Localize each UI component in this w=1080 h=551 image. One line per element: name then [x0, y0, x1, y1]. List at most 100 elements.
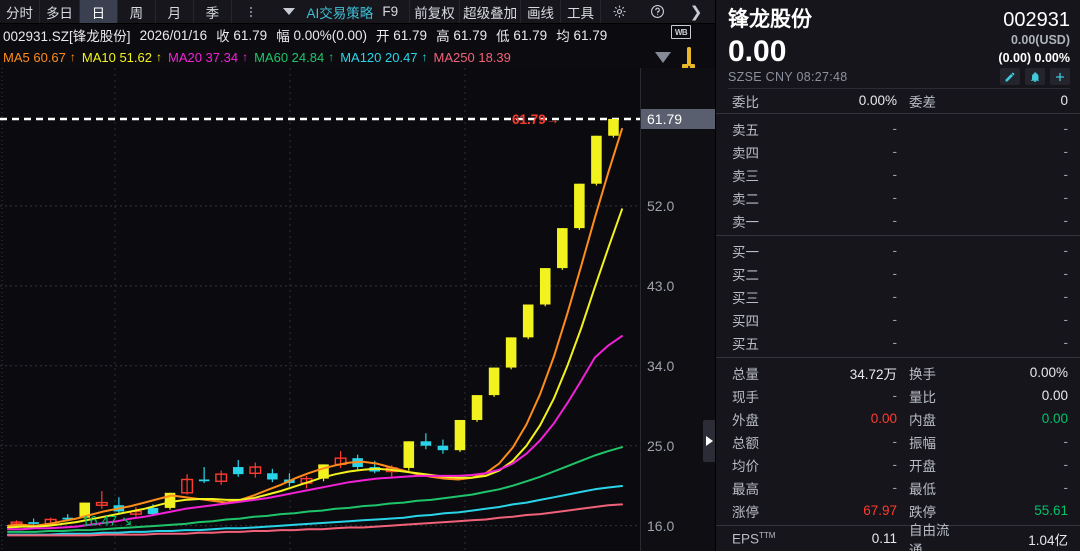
stat-row: 现手 - 量比 0.00 — [716, 384, 1080, 407]
info-open: 61.79 — [393, 27, 428, 43]
quote-header: 锋龙股份 002931 0.00 0.00(USD) (0.00) 0.00% … — [716, 0, 1080, 89]
ask-level-label: 卖四 — [732, 145, 759, 161]
ma-legend-item-ma60: MA60 24.84 — [254, 49, 325, 65]
stat-value: - — [892, 457, 898, 472]
price-marker-label-high: 61.79→ — [512, 112, 559, 127]
stat-row: 总额 - 振幅 - — [716, 430, 1080, 453]
bid-level-row: 买一 - - — [716, 239, 1080, 262]
tab-tools[interactable]: 工具 — [561, 0, 601, 23]
float-label: 自由流通 — [909, 522, 950, 551]
tab-monthly[interactable]: 月 — [156, 0, 194, 23]
footer-row: EPSTTM 0.11 自由流通 1.04亿 — [716, 523, 1080, 551]
ai-strategy-button[interactable]: AI交易策略 — [306, 5, 374, 21]
ask-level-label: 卖三 — [732, 168, 759, 184]
kline-chart[interactable]: 61.79→ 16.47 ↘ 16.0 25.0 34.0 43.0 52.0 61.79 — [0, 68, 715, 551]
bid-level-value2: - — [1063, 312, 1069, 327]
triangle-down-icon[interactable] — [655, 52, 671, 63]
pencil-icon[interactable] — [1000, 68, 1020, 85]
stat-row: 总量 34.72万 换手 0.00% — [716, 361, 1080, 384]
ma-line-ma250 — [7, 503, 623, 537]
stat-label: 总额 — [732, 435, 759, 451]
tab-weekly[interactable]: 周 — [118, 0, 156, 23]
bid-level-value2: - — [1063, 335, 1069, 350]
ask-level-row: 卖一 - - — [716, 209, 1080, 232]
stat-row: 最高 - 最低 - — [716, 476, 1080, 499]
eps-label: EPSTTM — [732, 530, 776, 547]
candle-body-limit-up — [505, 337, 517, 368]
stat-label: 最高 — [732, 481, 759, 497]
stat-value: 0.00 — [870, 411, 897, 426]
ask-level-value: - — [892, 144, 898, 159]
candle-body-limit-up — [454, 419, 466, 451]
stat-label2: 开盘 — [909, 458, 936, 474]
wb-monitor-icon[interactable]: WB — [671, 25, 693, 43]
candle-body-limit-up — [403, 441, 415, 468]
tab-overlay[interactable]: 超级叠加 — [460, 0, 522, 23]
stat-value: - — [892, 480, 898, 495]
gear-icon[interactable] — [601, 0, 639, 23]
candle-body-limit-up — [557, 228, 568, 269]
tab-daily[interactable]: 日 — [79, 0, 118, 23]
expand-panel-triangle-icon[interactable] — [703, 420, 715, 462]
ma-legend: MA5 60.67 ↑ MA10 51.62 ↑ MA20 37.34 ↑ MA60 24.… — [0, 46, 715, 73]
quote-panel: 锋龙股份 002931 0.00 0.00(USD) (0.00) 0.00% … — [715, 0, 1080, 551]
lock-icon[interactable] — [682, 47, 697, 73]
ma-legend-item-ma250: MA250 18.39 — [433, 49, 511, 65]
tab-adjust[interactable]: 前复权 — [410, 0, 461, 23]
candle-body-up — [215, 473, 228, 482]
ask-level-value2: - — [1063, 121, 1069, 136]
ma-line-ma120 — [7, 485, 623, 536]
plus-icon[interactable] — [1050, 68, 1070, 85]
stat-row: 外盘 0.00 内盘 0.00 — [716, 407, 1080, 430]
chevron-right-icon[interactable]: ❯ — [689, 3, 703, 21]
info-low-label: 低 — [496, 29, 510, 44]
ask-level-value: - — [892, 190, 898, 205]
info-avg: 61.79 — [573, 27, 608, 43]
ma-legend-item-ma10: MA10 51.62 — [81, 49, 152, 65]
float-value: 1.04亿 — [1028, 532, 1068, 548]
chevron-down-icon[interactable] — [270, 0, 308, 23]
bid-levels: 买一 - - 买二 - - 买三 - - 买四 - - 买五 - - — [716, 237, 1080, 356]
tab-intraday[interactable]: 分时 — [0, 0, 40, 23]
stat-value2: - — [1063, 480, 1069, 495]
ask-level-value2: - — [1063, 144, 1069, 159]
ma-line-ma60 — [7, 446, 623, 533]
bid-level-label: 买一 — [732, 244, 759, 260]
ask-level-label: 卖一 — [732, 214, 759, 230]
kline-plot-area[interactable]: 61.79→ 16.47 ↘ — [0, 68, 640, 551]
more-dots-icon[interactable] — [232, 0, 270, 23]
question-circle-icon[interactable] — [639, 0, 677, 23]
candle-body-limit-up — [608, 118, 619, 136]
tab-f9[interactable]: F9 — [372, 0, 410, 23]
tab-multiday[interactable]: 多日 — [40, 0, 80, 23]
bid-level-value2: - — [1063, 266, 1069, 281]
price-change: (0.00) 0.00% — [998, 51, 1070, 65]
stat-value: - — [892, 388, 898, 403]
price-marker-label-low: 16.47 ↘ — [82, 513, 133, 529]
stat-row: 涨停 67.97 跌停 55.61 — [716, 499, 1080, 522]
currency-label: CNY — [765, 69, 793, 84]
info-close: 61.79 — [233, 27, 268, 43]
ma-trend-arrow: ↑ — [328, 50, 335, 64]
stat-row: 均价 - 开盘 - — [716, 453, 1080, 476]
info-symbol: 002931.SZ[锋龙股份] — [3, 29, 131, 44]
eps-value: 0.11 — [871, 531, 897, 546]
stat-label2: 跌停 — [909, 504, 936, 520]
stat-label: 涨停 — [732, 504, 759, 520]
stock-name: 锋龙股份 — [728, 8, 812, 31]
ma-trend-arrow: ↑ — [155, 50, 162, 64]
candle-body-up — [249, 466, 262, 474]
chart-toolbar: 分时 多日 日 周 月 季 AI交易策略 F9 前复权 超级叠加 画线 工具 — [0, 0, 715, 24]
info-avg-label: 均 — [556, 29, 570, 44]
info-high: 61.79 — [453, 27, 488, 43]
last-price-tick: 61.79 — [641, 108, 715, 129]
ma-trend-arrow: ↑ — [242, 50, 249, 64]
stat-label: 现手 — [732, 389, 759, 405]
stat-value: - — [892, 434, 898, 449]
divider — [716, 525, 1080, 526]
tab-draw[interactable]: 画线 — [521, 0, 562, 23]
y-axis-tick: 52.0 — [647, 197, 675, 214]
bell-icon[interactable] — [1025, 68, 1045, 85]
tab-quarterly[interactable]: 季 — [194, 0, 232, 23]
quote-info-line: 002931.SZ[锋龙股份] 2026/01/16 收 61.79 幅 0.0… — [0, 24, 715, 46]
